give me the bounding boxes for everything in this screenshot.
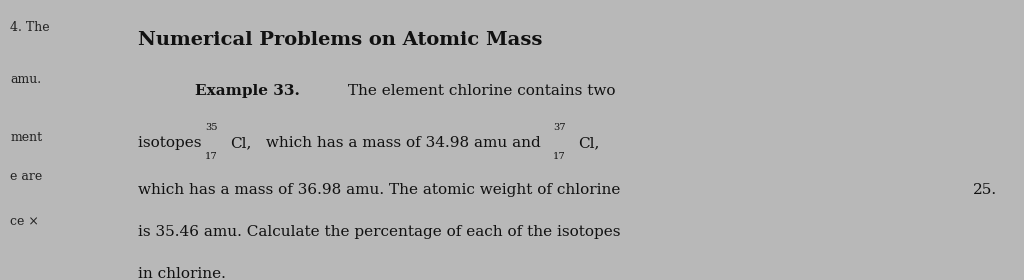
Text: 17: 17	[553, 152, 565, 161]
Text: which has a mass of 36.98 amu. The atomic weight of chlorine: which has a mass of 36.98 amu. The atomi…	[138, 183, 621, 197]
Text: The element chlorine contains two: The element chlorine contains two	[343, 84, 615, 98]
Text: 4. The: 4. The	[10, 21, 50, 34]
Text: Cl,: Cl,	[579, 136, 600, 150]
Text: 35: 35	[205, 123, 217, 132]
Text: amu.: amu.	[10, 73, 41, 86]
Text: 25.: 25.	[973, 183, 997, 197]
Text: 37: 37	[553, 123, 565, 132]
Text: isotopes: isotopes	[138, 136, 207, 150]
Text: is 35.46 amu. Calculate the percentage of each of the isotopes: is 35.46 amu. Calculate the percentage o…	[138, 225, 621, 239]
Text: ment: ment	[10, 131, 42, 144]
Text: ce ×: ce ×	[10, 214, 39, 228]
Text: 17: 17	[205, 152, 217, 161]
Text: in chlorine.: in chlorine.	[138, 267, 226, 280]
Text: Cl,: Cl,	[230, 136, 252, 150]
Text: e are: e are	[10, 170, 42, 183]
Text: which has a mass of 34.98 amu and: which has a mass of 34.98 amu and	[261, 136, 546, 150]
Text: Example 33.: Example 33.	[195, 84, 299, 98]
Text: Numerical Problems on Atomic Mass: Numerical Problems on Atomic Mass	[138, 31, 543, 49]
